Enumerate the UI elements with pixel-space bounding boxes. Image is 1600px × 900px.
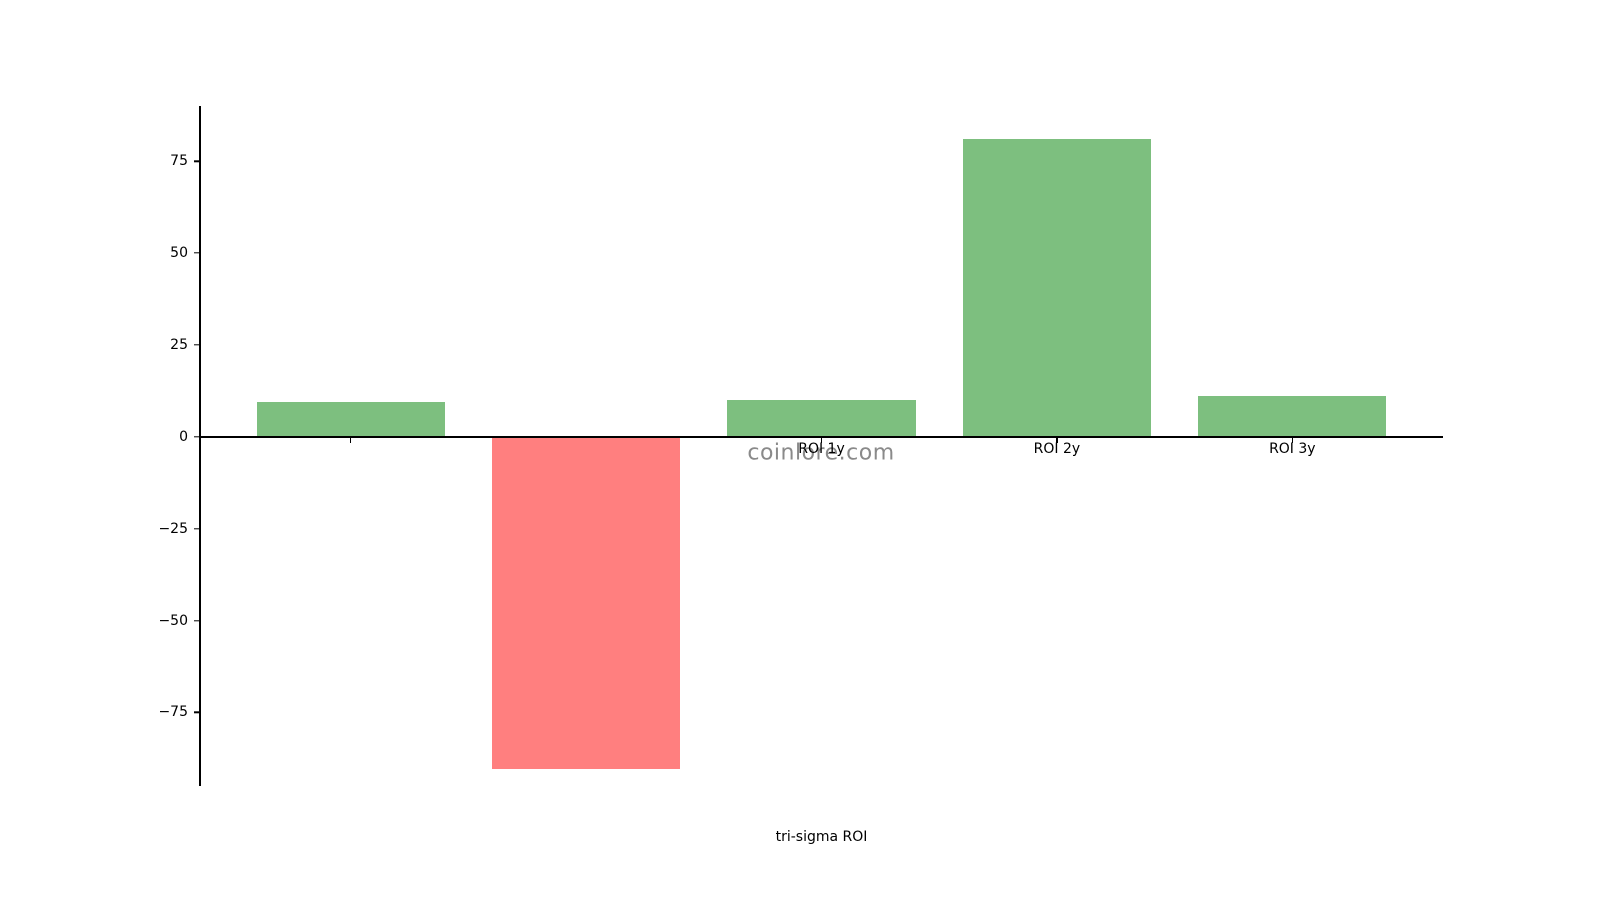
- y-tick-label: 0: [179, 428, 188, 445]
- y-tick-mark: [194, 344, 200, 346]
- x-tick-label: ROI 3y: [1269, 440, 1316, 457]
- y-tick-label: 50: [170, 245, 188, 262]
- x-tick-label: ROI 1y: [798, 440, 845, 457]
- watermark-text: coinlore.com: [747, 440, 895, 466]
- y-tick-label: −25: [158, 520, 188, 537]
- plot-area: 75 50 25 0 −25 −50 −75 ROI 1y ROI 2y ROI 3y coin…: [158, 106, 1443, 786]
- y-axis-line: [199, 106, 201, 786]
- y-tick-mark: [194, 619, 200, 622]
- y-tick-mark: [194, 160, 200, 162]
- x-tick-mark: [1056, 436, 1058, 443]
- y-tick-label: −50: [158, 612, 188, 629]
- y-tick-mark: [194, 252, 200, 254]
- y-tick-label: 25: [170, 336, 188, 353]
- bar: [256, 401, 445, 437]
- x-tick-mark: [820, 436, 823, 443]
- y-tick-mark: [194, 436, 200, 438]
- y-tick-mark: [194, 527, 200, 530]
- x-tick-label: ROI 2y: [1033, 440, 1081, 457]
- bar: [491, 436, 681, 770]
- y-tick-mark: [194, 711, 200, 714]
- x-axis-title: tri-sigma ROI: [775, 829, 868, 845]
- x-axis-zero-line: [200, 436, 1443, 438]
- x-tick-mark: [349, 436, 352, 443]
- bar: [727, 400, 916, 437]
- y-tick-label: 75: [170, 153, 188, 170]
- bar: [1198, 396, 1387, 437]
- y-tick-label: −75: [158, 704, 188, 721]
- x-tick-mark: [1291, 436, 1294, 443]
- bar: [962, 139, 1152, 437]
